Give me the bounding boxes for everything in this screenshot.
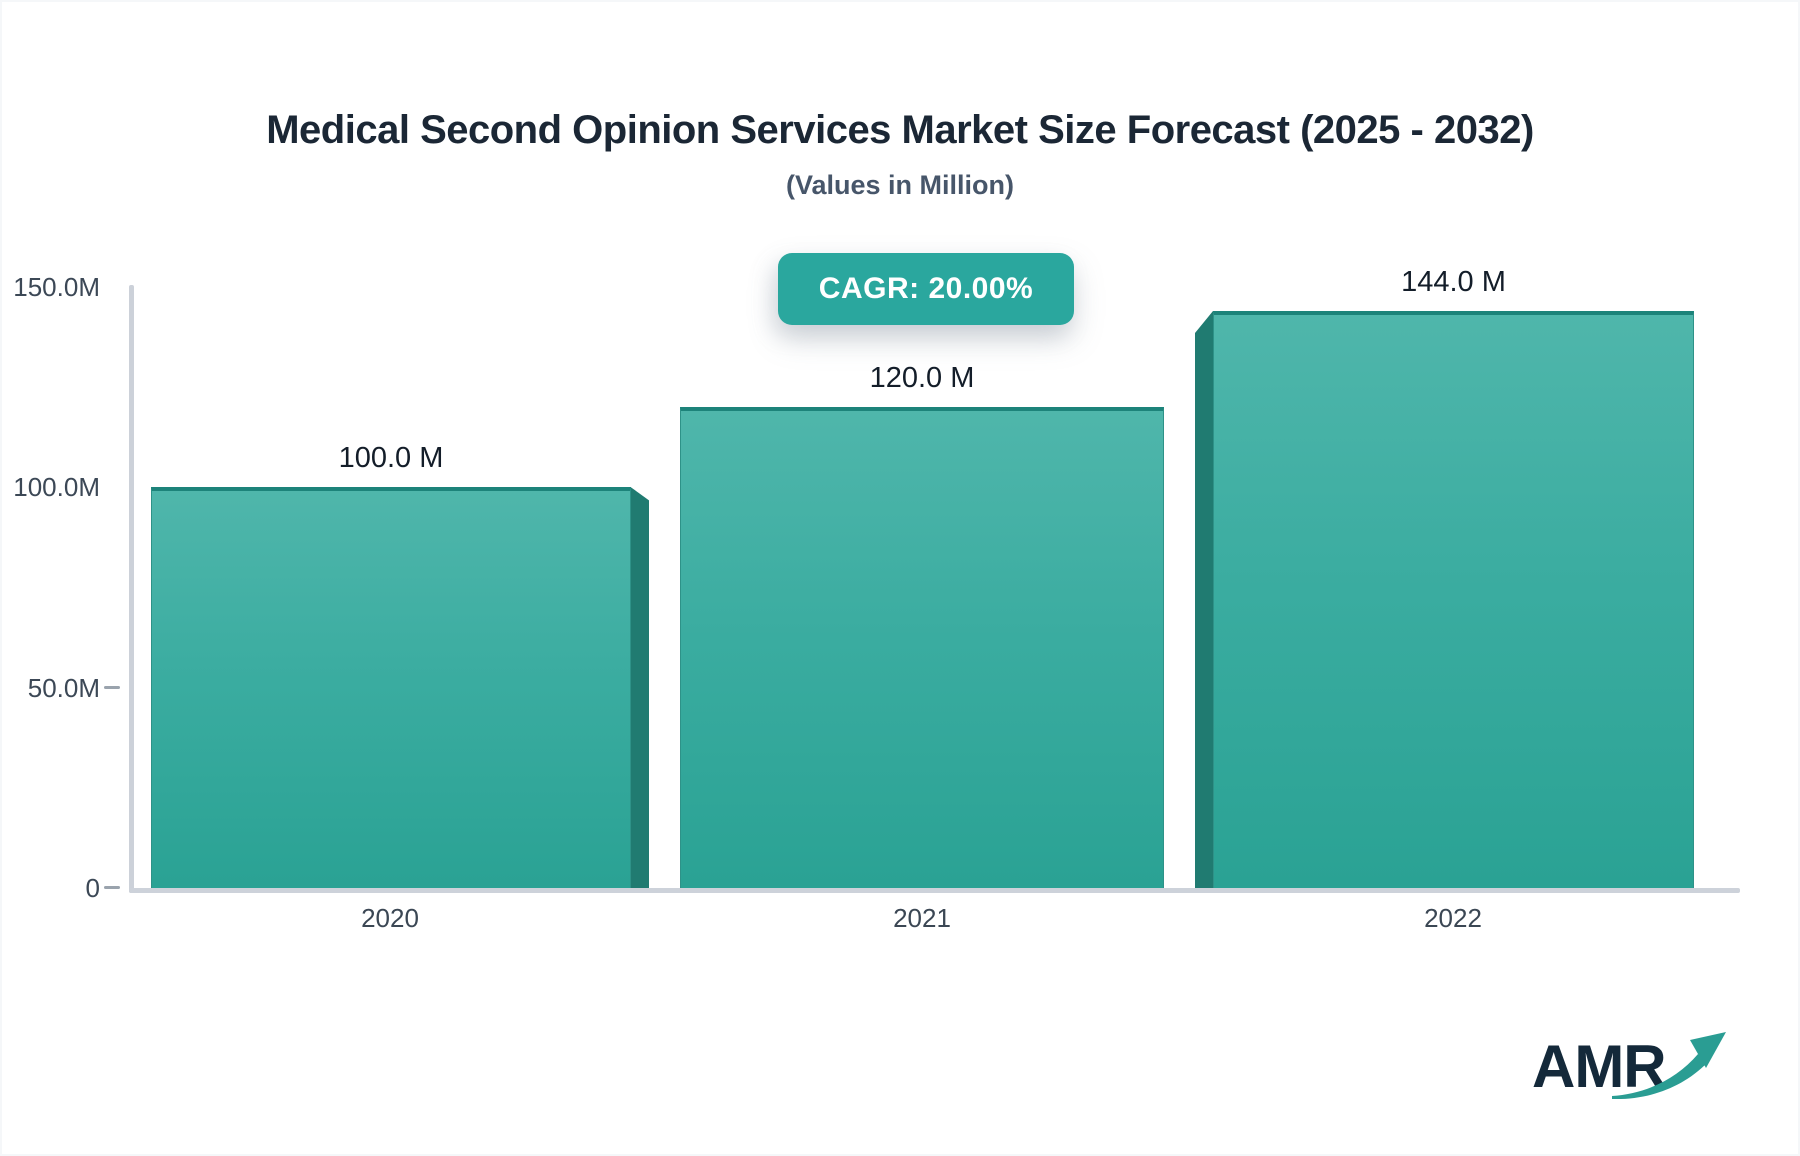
x-axis-label-2020: 2020 — [361, 903, 419, 933]
y-tick-label-100.0M: 100.0M — [13, 472, 100, 503]
y-axis-line — [129, 285, 134, 893]
amr-logo: AMR — [1532, 1022, 1732, 1112]
bar-2021-value-label: 120.0 M — [869, 362, 975, 395]
cagr-badge-label: CAGR: 20.00% — [818, 272, 1034, 305]
x-axis-label-2022: 2022 — [1424, 903, 1482, 933]
bar-2022: 144.0 M — [1195, 266, 1694, 888]
y-tick-label-150.0M: 150.0M — [13, 272, 100, 302]
bar-2020-3d-edge — [631, 487, 649, 888]
bar-2022-3d-edge — [1195, 311, 1213, 888]
bar-2022-value-label: 144.0 M — [1401, 266, 1506, 298]
y-tick-mark-0 — [104, 886, 120, 889]
bar-2021: 120.0 M — [680, 362, 1164, 888]
bar-2020-value-label: 100.0 M — [338, 442, 444, 475]
bar-2020: 100.0 M — [151, 442, 649, 888]
chart-subtitle: (Values in Million) — [785, 170, 1015, 200]
y-tick-label-0: 0 — [85, 873, 100, 903]
bar-2021-face — [680, 407, 1164, 888]
bar-2022-face — [1213, 311, 1694, 888]
x-axis-label-2021: 2021 — [893, 903, 951, 933]
cagr-badge: CAGR: 20.00% — [778, 253, 1074, 325]
x-axis-line — [129, 888, 1740, 893]
chart-title: Medical Second Opinion Services Market S… — [266, 108, 1534, 152]
y-tick-mark-50.0M — [104, 685, 120, 689]
y-tick-label-50.0M: 50.0M — [27, 672, 100, 703]
growth-arrow-icon — [1612, 1032, 1726, 1100]
bar-2020-face — [151, 487, 631, 888]
amr-logo-text: AMR — [1532, 1033, 1667, 1100]
